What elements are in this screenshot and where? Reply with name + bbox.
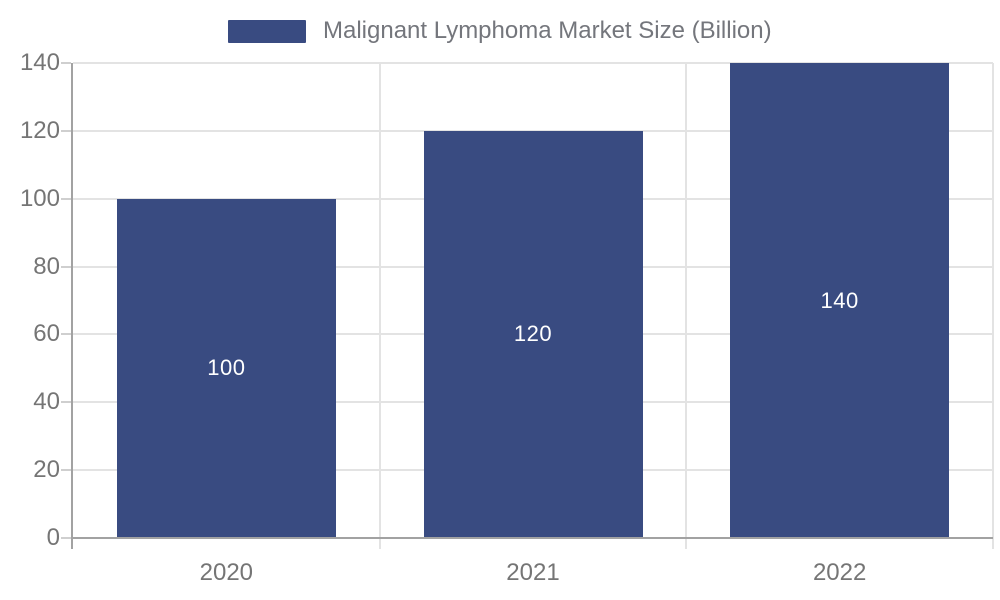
legend-swatch	[228, 19, 306, 43]
x-axis-label: 2020	[199, 559, 254, 586]
gridline-vertical	[992, 63, 994, 549]
y-axis-tick	[61, 129, 71, 132]
bar[interactable]: 100	[116, 198, 336, 538]
y-axis-tick	[61, 469, 71, 472]
y-axis-label: 20	[33, 456, 60, 484]
bar[interactable]: 120	[423, 130, 643, 538]
bar[interactable]: 140	[730, 63, 950, 538]
x-axis-label: 2021	[506, 559, 560, 586]
y-axis-line	[71, 63, 73, 549]
y-axis-tick	[61, 62, 71, 64]
bar-value-label: 140	[820, 287, 859, 313]
y-axis-tick	[61, 197, 71, 200]
x-axis-line	[73, 537, 993, 539]
plot-area: 100 120 140	[61, 62, 994, 549]
y-axis-label: 100	[19, 184, 60, 212]
bar-value-label: 120	[513, 321, 553, 347]
y-axis-label: 120	[19, 116, 60, 144]
y-axis-label: 140	[19, 49, 60, 76]
y-axis-tick	[61, 537, 71, 539]
y-axis-tick	[61, 401, 71, 404]
y-axis-label: 40	[33, 388, 60, 416]
y-axis-tick	[61, 265, 71, 268]
legend-label: Malignant Lymphoma Market Size (Billion)	[323, 17, 772, 44]
y-axis-tick	[61, 333, 71, 336]
y-axis-label: 0	[46, 524, 60, 551]
bar-value-label: 100	[207, 355, 246, 381]
y-axis-label: 80	[33, 252, 60, 280]
gridline-vertical	[685, 63, 688, 549]
gridline-vertical	[378, 63, 381, 549]
x-axis-label: 2022	[812, 559, 867, 586]
legend-item[interactable]: Malignant Lymphoma Market Size (Billion)	[228, 14, 772, 48]
y-axis-label: 60	[33, 320, 60, 348]
gridline-horizontal	[73, 62, 993, 64]
